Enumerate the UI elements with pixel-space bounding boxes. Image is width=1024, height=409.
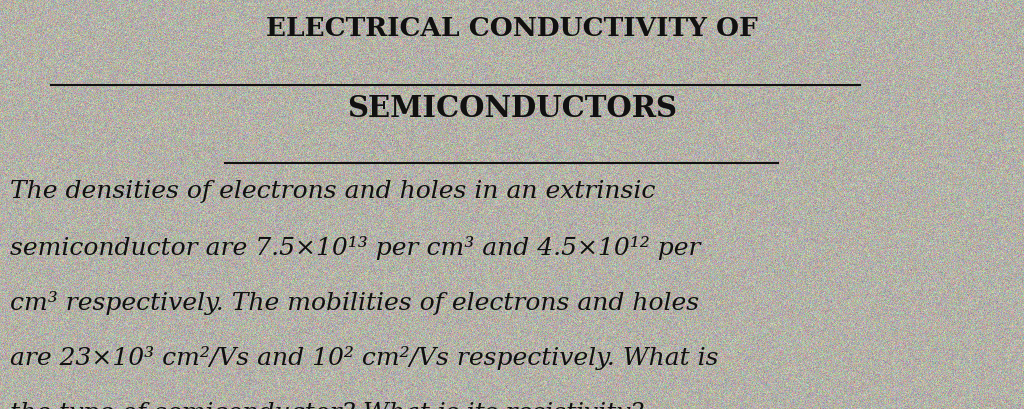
Text: ELECTRICAL CONDUCTIVITY OF: ELECTRICAL CONDUCTIVITY OF bbox=[266, 16, 758, 41]
Text: are 23×10³ cm²/Vs and 10² cm²/Vs respectively. What is: are 23×10³ cm²/Vs and 10² cm²/Vs respect… bbox=[10, 346, 719, 370]
Text: The densities of electrons and holes in an extrinsic: The densities of electrons and holes in … bbox=[10, 180, 655, 203]
Text: SEMICONDUCTORS: SEMICONDUCTORS bbox=[347, 94, 677, 123]
Text: the type of semiconductor? What is its resistivity?: the type of semiconductor? What is its r… bbox=[10, 401, 644, 409]
Text: cm³ respectively. The mobilities of electrons and holes: cm³ respectively. The mobilities of elec… bbox=[10, 290, 699, 315]
Text: semiconductor are 7.5×10¹³ per cm³ and 4.5×10¹² per: semiconductor are 7.5×10¹³ per cm³ and 4… bbox=[10, 235, 700, 259]
